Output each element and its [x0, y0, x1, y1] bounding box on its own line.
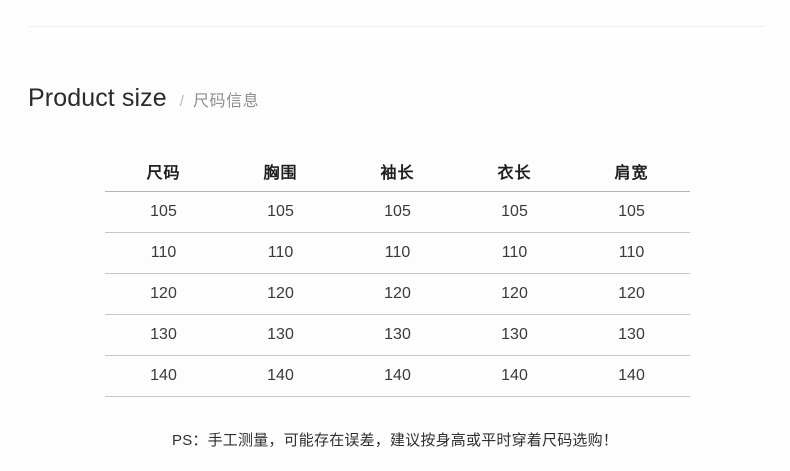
table-cell: 110: [456, 232, 573, 274]
table-cell: 130: [105, 314, 222, 356]
table-cell: 105: [339, 191, 456, 233]
table-cell: 140: [456, 355, 573, 397]
size-table: 尺码 胸围 袖长 衣长 肩宽 105 105 105 105 105 110 1…: [105, 150, 690, 397]
table-row: 140 140 140 140 140: [105, 355, 690, 397]
page-subtitle: 尺码信息: [192, 93, 260, 110]
table-cell: 140: [573, 355, 690, 397]
table-header-row: 尺码 胸围 袖长 衣长 肩宽: [105, 150, 690, 192]
table-cell: 105: [573, 191, 690, 233]
table-cell: 110: [573, 232, 690, 274]
table-cell: 105: [456, 191, 573, 233]
table-row: 130 130 130 130 130: [105, 314, 690, 356]
page-title: Product size: [28, 84, 167, 112]
table-cell: 120: [339, 273, 456, 315]
column-header-bust: 胸围: [222, 150, 339, 192]
column-header-sleeve-length: 袖长: [339, 150, 456, 192]
table-cell: 120: [456, 273, 573, 315]
size-table-head: 尺码 胸围 袖长 衣长 肩宽: [105, 150, 690, 192]
table-cell: 120: [222, 273, 339, 315]
table-cell: 110: [339, 232, 456, 274]
column-header-shoulder-width: 肩宽: [573, 150, 690, 192]
table-row: 105 105 105 105 105: [105, 191, 690, 233]
top-divider: [28, 26, 765, 27]
column-header-garment-length: 衣长: [456, 150, 573, 192]
heading-separator: /: [179, 93, 184, 110]
table-cell: 105: [222, 191, 339, 233]
table-cell: 110: [105, 232, 222, 274]
table-cell: 105: [105, 191, 222, 233]
table-cell: 130: [339, 314, 456, 356]
table-cell: 130: [222, 314, 339, 356]
section-heading: Product size / 尺码信息: [28, 84, 259, 113]
table-row: 120 120 120 120 120: [105, 273, 690, 315]
size-table-body: 105 105 105 105 105 110 110 110 110 110 …: [105, 191, 690, 397]
table-cell: 120: [105, 273, 222, 315]
table-cell: 130: [573, 314, 690, 356]
table-cell: 140: [222, 355, 339, 397]
table-cell: 140: [105, 355, 222, 397]
column-header-size: 尺码: [105, 150, 222, 192]
table-cell: 140: [339, 355, 456, 397]
table-cell: 110: [222, 232, 339, 274]
table-cell: 120: [573, 273, 690, 315]
size-table-container: 尺码 胸围 袖长 衣长 肩宽 105 105 105 105 105 110 1…: [105, 150, 690, 397]
table-cell: 130: [456, 314, 573, 356]
table-row: 110 110 110 110 110: [105, 232, 690, 274]
measurement-disclaimer: PS：手工测量，可能存在误差，建议按身高或平时穿着尺码选购！: [171, 432, 618, 449]
